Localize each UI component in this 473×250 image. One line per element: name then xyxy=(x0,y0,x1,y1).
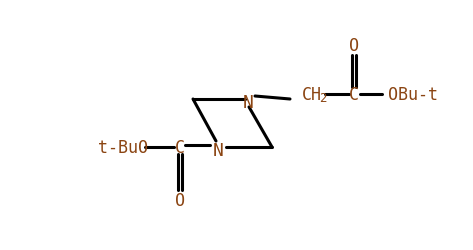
Text: t-BuO: t-BuO xyxy=(98,138,148,156)
Text: C: C xyxy=(349,86,359,103)
Text: N: N xyxy=(243,94,254,112)
Text: O: O xyxy=(349,37,359,55)
Text: CH: CH xyxy=(302,86,322,103)
Text: C: C xyxy=(175,138,185,156)
Text: N: N xyxy=(212,142,223,159)
Text: OBu-t: OBu-t xyxy=(388,86,438,103)
Text: 2: 2 xyxy=(319,92,326,105)
Text: O: O xyxy=(175,191,185,209)
